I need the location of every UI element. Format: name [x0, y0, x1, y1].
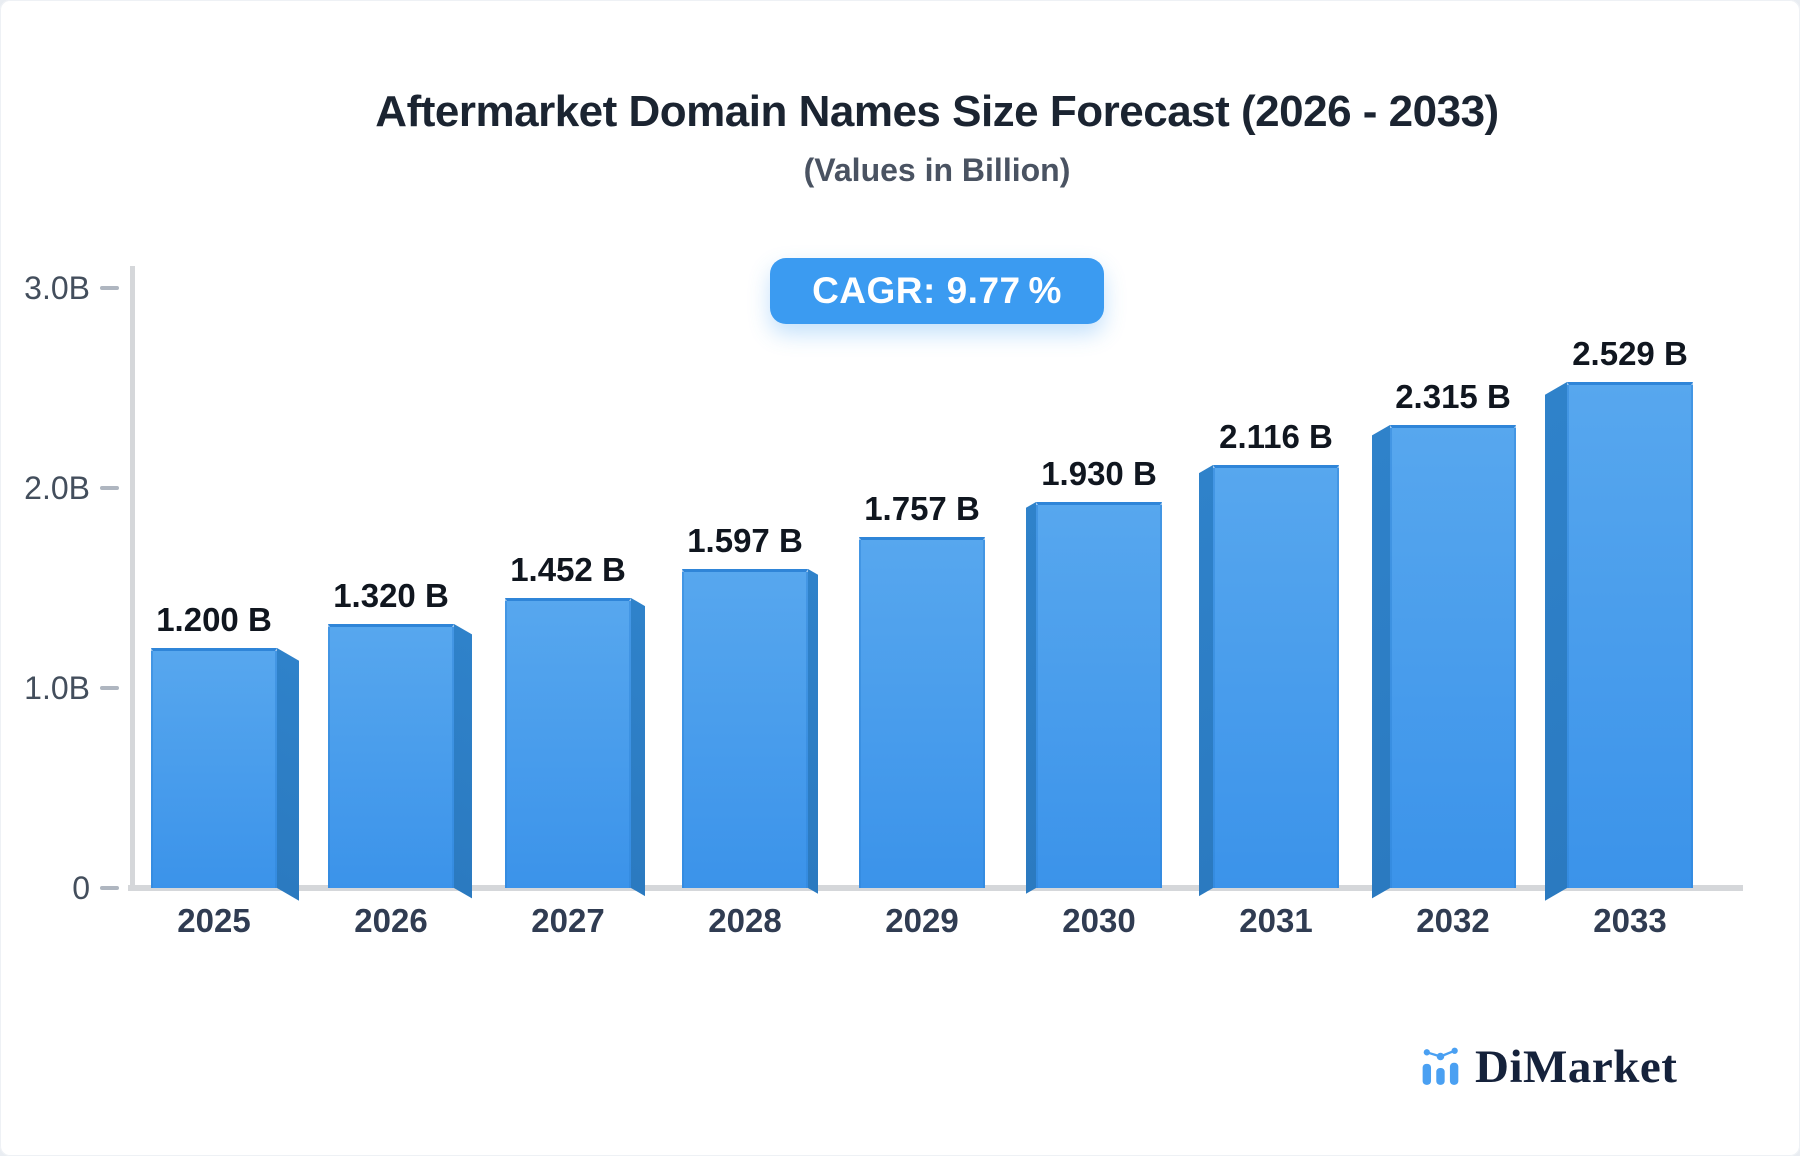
- bar-value-label: 1.320 B: [333, 577, 449, 614]
- cagr-badge-row: CAGR: 9.77 %: [132, 258, 1742, 324]
- y-tick-dash: [100, 886, 119, 890]
- bar-2028: [682, 569, 808, 888]
- y-tick-label: 2.0B: [24, 470, 90, 506]
- cagr-badge: CAGR: 9.77 %: [770, 258, 1104, 324]
- bar-2030: [1036, 502, 1162, 888]
- bar-2033: [1567, 382, 1693, 888]
- bar-2029: [859, 537, 985, 888]
- y-tick-label: 1.0B: [24, 670, 90, 706]
- y-tick-dash: [100, 286, 119, 290]
- bar-value-label: 1.452 B: [510, 551, 626, 588]
- bar-side-face: [1026, 502, 1036, 894]
- bar-value-label: 2.529 B: [1572, 335, 1688, 372]
- bar-value-label: 1.597 B: [687, 522, 803, 559]
- y-axis-line: [130, 266, 135, 891]
- bar-value-label: 2.315 B: [1395, 378, 1511, 415]
- x-category-label: 2028: [708, 902, 782, 939]
- x-category-label: 2025: [177, 902, 251, 939]
- bar-side-face: [277, 648, 299, 901]
- x-category-label: 2026: [354, 902, 428, 939]
- bar-side-face: [1372, 425, 1390, 899]
- bar-side-face: [808, 569, 818, 894]
- bar-2031: [1213, 465, 1339, 888]
- x-category-label: 2031: [1239, 902, 1313, 939]
- bar-side-face: [1545, 382, 1567, 901]
- x-axis-line: [128, 885, 1743, 891]
- chart-header: Aftermarket Domain Names Size Forecast (…: [132, 86, 1742, 190]
- bar-2026: [328, 624, 454, 888]
- y-tick-dash: [100, 486, 119, 490]
- x-category-label: 2029: [885, 902, 959, 939]
- bar-2032: [1390, 425, 1516, 888]
- bar-value-label: 1.200 B: [156, 601, 272, 638]
- y-tick-dash: [100, 686, 119, 690]
- bar-value-label: 2.116 B: [1219, 418, 1333, 455]
- bar-side-face: [454, 624, 472, 899]
- bar-value-label: 1.757 B: [864, 490, 980, 527]
- x-category-label: 2030: [1062, 902, 1136, 939]
- x-category-label: 2027: [531, 902, 605, 939]
- y-tick-label: 3.0B: [24, 270, 90, 306]
- bar-2027: [505, 598, 631, 888]
- brand-logo-text: DiMarket: [1475, 1041, 1678, 1093]
- bar-value-label: 1.930 B: [1041, 455, 1157, 492]
- bar-side-face: [1199, 465, 1213, 897]
- mini-bar-chart-logo-icon: [1422, 1047, 1459, 1085]
- x-category-label: 2033: [1593, 902, 1667, 939]
- bar-2025: [151, 648, 277, 888]
- x-category-label: 2032: [1416, 902, 1490, 939]
- brand-logo: DiMarket: [1420, 1040, 1677, 1094]
- chart-title: Aftermarket Domain Names Size Forecast (…: [375, 87, 1499, 136]
- y-tick-label: 0: [72, 870, 90, 906]
- bar-side-face: [631, 598, 645, 897]
- chart-subtitle: (Values in Billion): [803, 152, 1071, 188]
